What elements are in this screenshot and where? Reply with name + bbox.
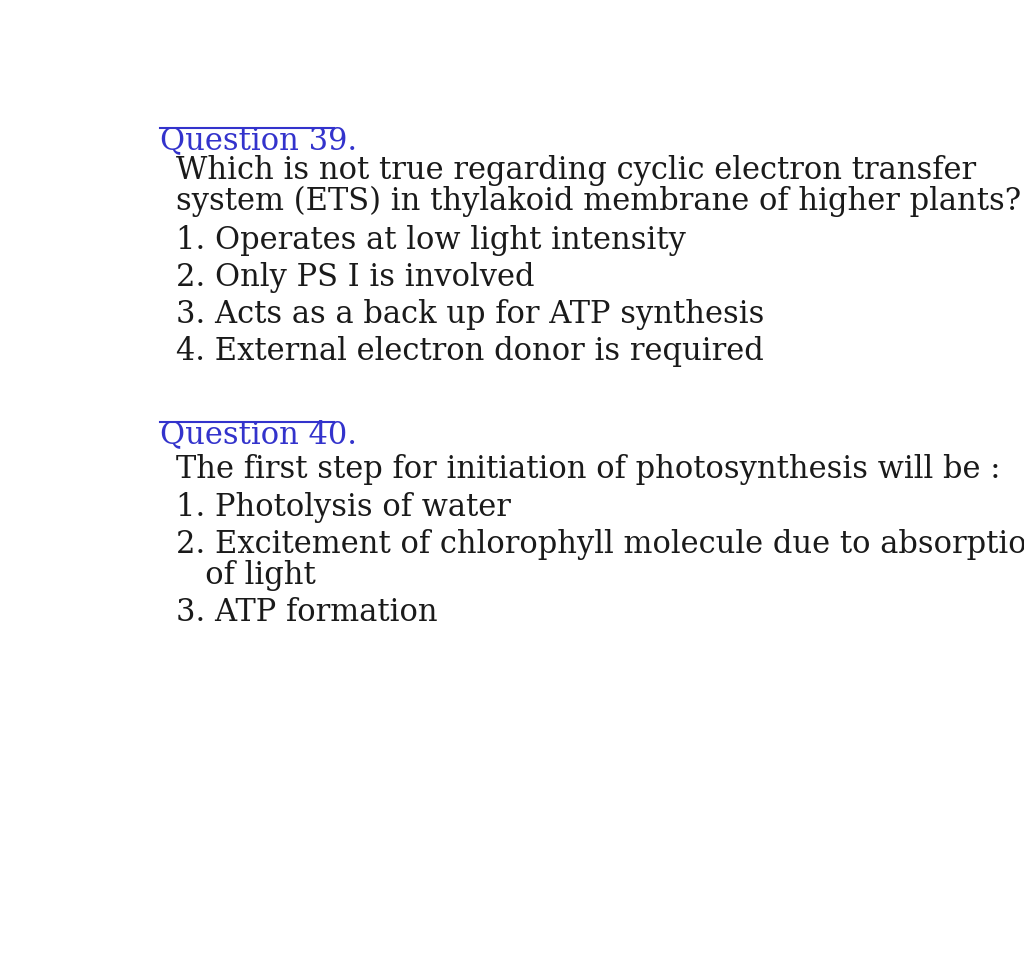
Text: of light: of light	[176, 560, 315, 591]
Text: Question 39.: Question 39.	[160, 125, 357, 156]
Text: The first step for initiation of photosynthesis will be :: The first step for initiation of photosy…	[176, 454, 1000, 485]
Text: 3. Acts as a back up for ATP synthesis: 3. Acts as a back up for ATP synthesis	[176, 298, 764, 330]
Text: Question 40.: Question 40.	[160, 419, 356, 450]
Text: 1. Operates at low light intensity: 1. Operates at low light intensity	[176, 224, 685, 256]
Text: system (ETS) in thylakoid membrane of higher plants?: system (ETS) in thylakoid membrane of hi…	[176, 185, 1021, 217]
Text: Which is not true regarding cyclic electron transfer: Which is not true regarding cyclic elect…	[176, 155, 976, 185]
Text: 4. External electron donor is required: 4. External electron donor is required	[176, 336, 763, 367]
Text: 2. Excitement of chlorophyll molecule due to absorption: 2. Excitement of chlorophyll molecule du…	[176, 528, 1024, 559]
Text: 2. Only PS I is involved: 2. Only PS I is involved	[176, 262, 535, 293]
Text: 1. Photolysis of water: 1. Photolysis of water	[176, 492, 511, 523]
Text: 3. ATP formation: 3. ATP formation	[176, 597, 437, 628]
